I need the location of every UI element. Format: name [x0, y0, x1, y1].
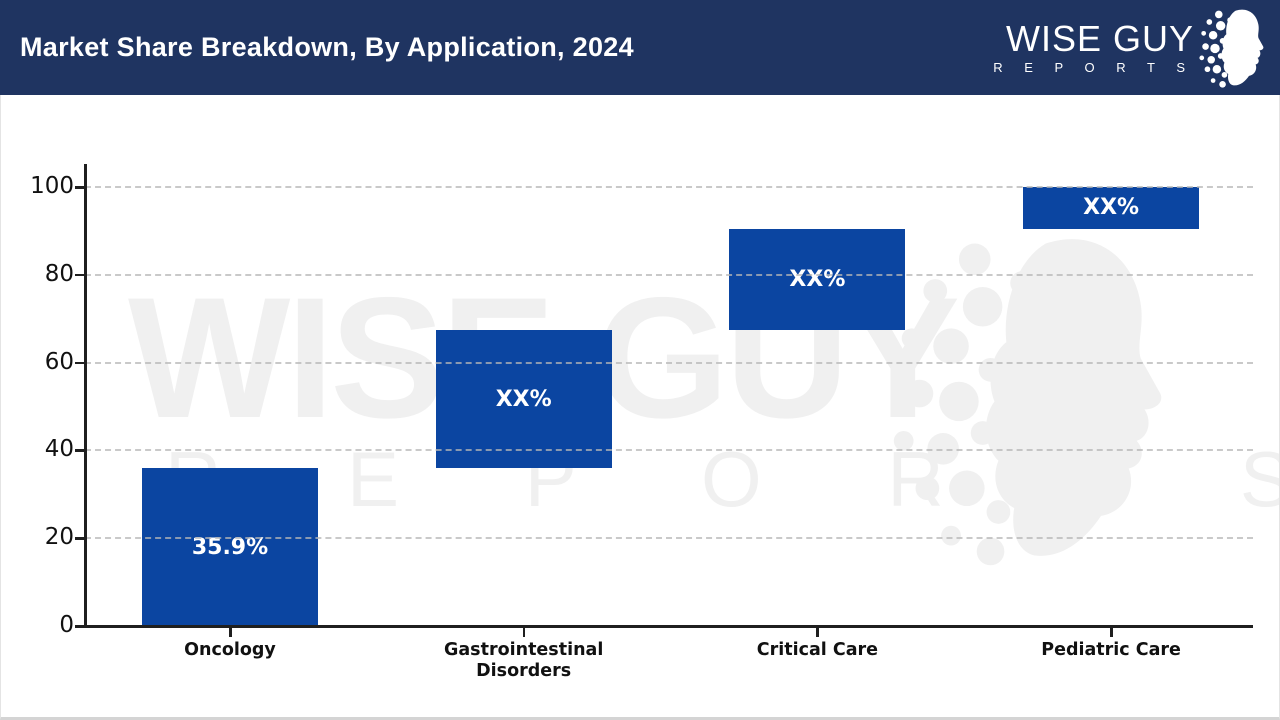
x-axis-tick-mark [816, 627, 819, 637]
grid-line [85, 186, 1253, 188]
grid-line [85, 449, 1253, 452]
waterfall-bar: XX% [435, 329, 612, 469]
waterfall-bar: XX% [729, 228, 906, 330]
logo-subtitle: R E P O R T S [993, 59, 1194, 75]
x-axis-category-label: Oncology [184, 640, 276, 660]
y-axis-tick-mark [75, 537, 85, 540]
y-axis-tick-mark [75, 625, 85, 628]
x-axis-category-label: Gastrointestinal Disorders [444, 640, 604, 681]
y-axis-tick-label: 80 [44, 260, 74, 287]
x-axis-category-label: Critical Care [756, 640, 879, 660]
y-axis-tick-label: 0 [59, 612, 74, 638]
bar-value-label: XX% [1083, 195, 1140, 221]
watermark-face-icon [893, 239, 1162, 566]
page-title: Market Share Breakdown, By Application, … [20, 32, 634, 62]
y-axis-tick-label: 20 [44, 524, 74, 551]
x-axis-tick-mark [1110, 627, 1113, 637]
y-axis-tick-mark [75, 273, 85, 277]
y-axis-tick-label: 100 [30, 173, 74, 199]
bar-value-label: XX% [789, 266, 846, 292]
bar-value-label: XX% [495, 386, 552, 412]
y-axis-line [84, 164, 87, 628]
logo-face-icon [1199, 9, 1264, 88]
grid-line [85, 361, 1253, 364]
y-axis-tick-mark [75, 186, 85, 189]
x-axis-category-label: Pediatric Care [1041, 640, 1181, 660]
y-axis-tick-label: 60 [44, 348, 74, 375]
waterfall-bar: 35.9% [142, 468, 318, 626]
waterfall-bar: XX% [1023, 187, 1200, 229]
logo-wordmark: WISE GUY [1005, 17, 1194, 59]
wise-guy-logo: WISE GUY R E P O R T S [993, 5, 1280, 90]
y-axis-tick-mark [75, 449, 85, 452]
y-axis-tick-mark [75, 361, 85, 365]
x-axis-tick-mark [522, 627, 526, 637]
x-axis-line [84, 624, 1253, 628]
y-axis-tick-label: 40 [44, 436, 74, 463]
grid-line [85, 537, 1253, 540]
grid-line [85, 273, 1253, 276]
header-bar: Market Share Breakdown, By Application, … [0, 0, 1280, 95]
logo-text: WISE GUY R E P O R T S [993, 17, 1194, 75]
x-axis-tick-mark [229, 627, 232, 637]
